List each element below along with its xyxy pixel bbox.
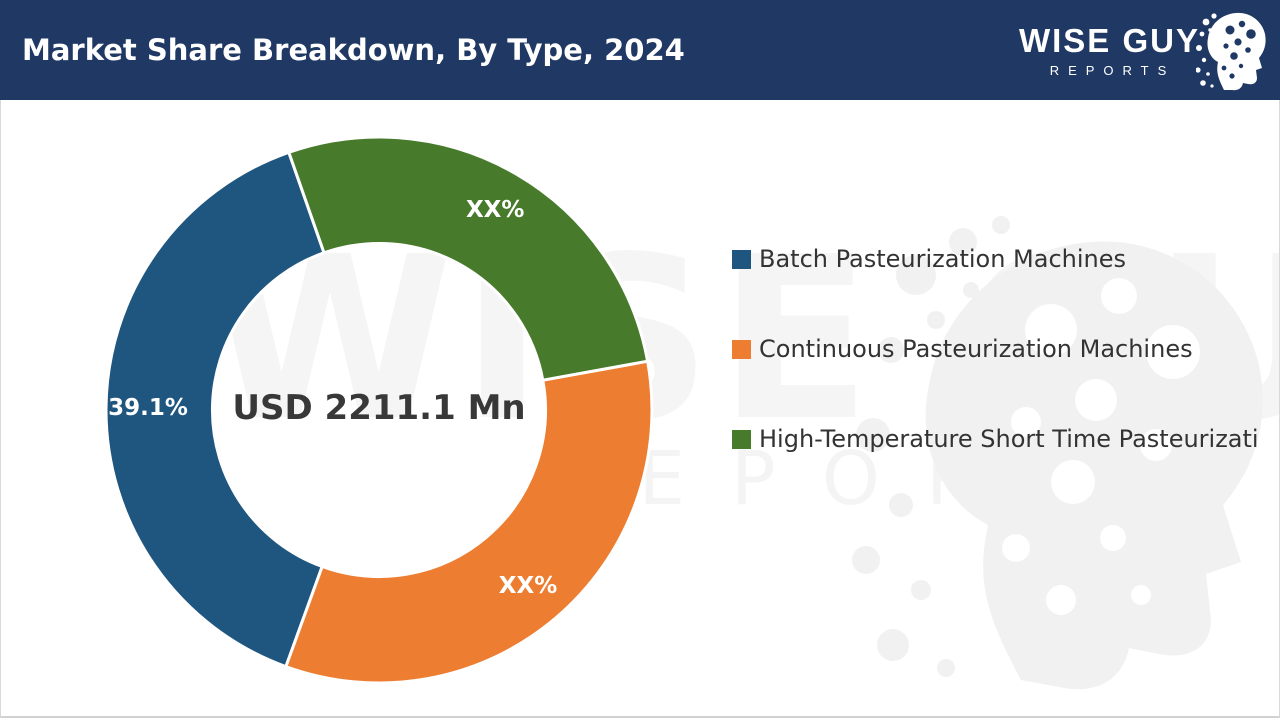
legend-label-continuous: Continuous Pasteurization Machines [759,335,1193,363]
page-title: Market Share Breakdown, By Type, 2024 [22,33,685,67]
logo-head-icon [1196,12,1266,91]
donut-slice-1 [284,359,654,685]
donut-chart: 39.1% XX% XX% [104,135,654,685]
slice-label-0: 39.1% [108,395,188,421]
donut-slice-0 [104,150,326,669]
chart-canvas: WISE GUY REPORTS 39.1%XX%XX% USD 2211.1 … [0,100,1280,718]
chart-legend: Batch Pasteurization Machines Continuous… [732,245,1259,517]
legend-item-continuous: Continuous Pasteurization Machines [732,335,1259,363]
legend-swatch-batch [732,249,751,269]
donut-slice-2 [287,135,650,382]
slice-label-1: XX% [499,573,558,599]
legend-item-htst: High-Temperature Short Time Pasteurizati [732,425,1259,453]
legend-swatch-htst [732,429,751,449]
slice-label-2: XX% [466,197,525,223]
donut-center-value: USD 2211.1 Mn [232,388,526,428]
logo-wordmark: WISE GUY [1018,22,1201,59]
legend-item-batch: Batch Pasteurization Machines [732,245,1259,273]
legend-swatch-continuous [732,339,751,359]
wise-guy-reports-logo: WISE GUY REPORTS [1017,0,1266,100]
logo-text: WISE GUY REPORTS [1017,22,1202,78]
legend-label-htst: High-Temperature Short Time Pasteurizati [759,425,1259,453]
legend-label-batch: Batch Pasteurization Machines [759,245,1127,273]
header-bar: Market Share Breakdown, By Type, 2024 WI… [0,0,1280,100]
watermark-head-graphic [852,216,1263,690]
logo-subtitle: REPORTS [1049,63,1176,78]
